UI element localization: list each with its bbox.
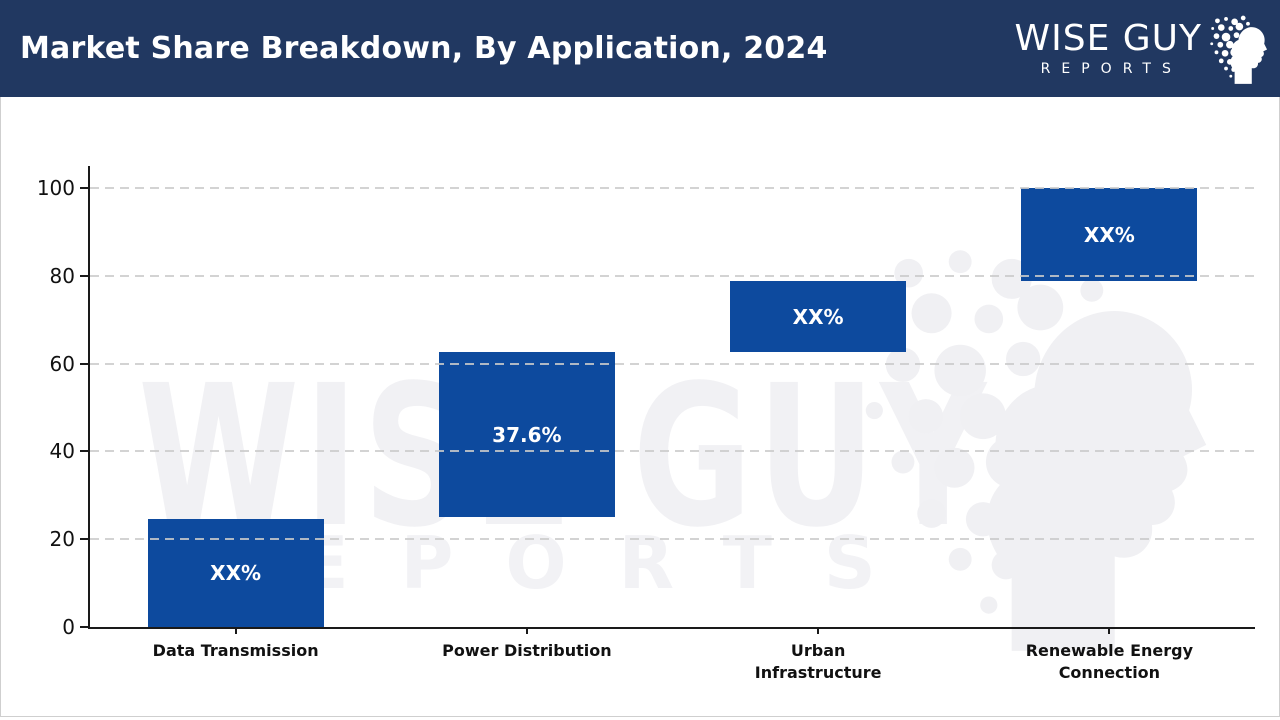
x-tick-data-transmission (234, 627, 237, 634)
wiseguy-head-icon (1210, 15, 1268, 84)
x-tick-label-data-transmission: Data Transmission (152, 641, 319, 660)
bar-power-distribution: 37.6% (438, 352, 615, 518)
page-title: Market Share Breakdown, By Application, … (20, 31, 828, 66)
wiseguy-logo: WISE GUY REPORTS (1015, 13, 1280, 85)
header-bar: Market Share Breakdown, By Application, … (0, 0, 1280, 97)
y-tick-label-100: 100 (36, 176, 75, 200)
bar-value-label-power-distribution: 37.6% (492, 422, 562, 447)
bar-renewable-energy-connection: XX% (1021, 188, 1198, 282)
plot-area: 0 20 40 60 80 100 XX% Data Transmission 37.6% Pow… (37, 166, 1255, 682)
y-tick-label-20: 20 (49, 527, 75, 552)
x-tick-urban-infrastructure (817, 627, 820, 634)
x-tick-label-power-distribution: Power Distribution (442, 641, 612, 660)
y-tick-label-0: 0 (62, 615, 75, 639)
bar-data-transmission: XX% (147, 519, 324, 627)
gridline-40 (90, 450, 1255, 453)
y-tick-60 (80, 362, 88, 365)
logo-sub-wordmark: REPORTS (1040, 60, 1182, 77)
x-tick-power-distribution (525, 627, 528, 634)
y-tick-label-40: 40 (49, 439, 75, 464)
bar-value-label-data-transmission: XX% (210, 561, 262, 586)
bar-urban-infrastructure: XX% (730, 281, 907, 353)
y-tick-0 (80, 626, 88, 628)
x-tick-label-urban-infrastructure: Urban Infrastructure (754, 641, 882, 682)
logo-wordmark: WISE GUY (1014, 17, 1202, 59)
y-tick-80 (80, 274, 88, 277)
gridline-60 (90, 362, 1255, 365)
x-tick-label-renewable-energy-connection: Renewable Energy Connection (1025, 641, 1194, 682)
y-tick-label-80: 80 (49, 263, 75, 288)
y-tick-label-60: 60 (49, 351, 75, 376)
bar-value-label-urban-infrastructure: XX% (792, 304, 844, 329)
x-tick-renewable-energy-connection (1108, 627, 1111, 634)
bar-value-label-renewable-energy-connection: XX% (1083, 222, 1135, 247)
y-tick-20 (80, 538, 88, 541)
y-tick-40 (80, 450, 88, 453)
wiseguy-logo-text: WISE GUY REPORTS (1014, 17, 1203, 77)
y-tick-100 (80, 187, 88, 189)
